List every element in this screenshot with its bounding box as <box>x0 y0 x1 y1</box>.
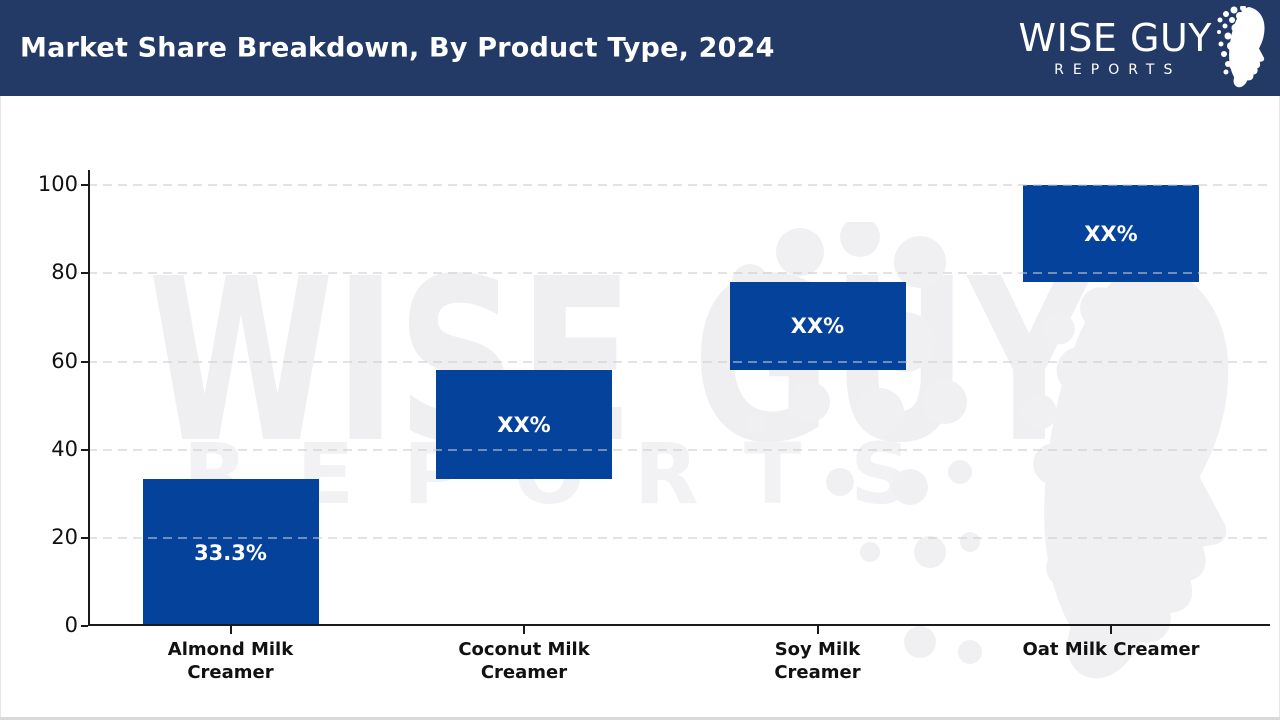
x-axis-line <box>88 624 1270 626</box>
logo-text: WISE GUY REPORTS <box>1019 19 1212 78</box>
gridline-100 <box>88 184 1270 187</box>
y-tick-100 <box>81 184 88 187</box>
y-axis-line <box>88 170 90 626</box>
logo-wordmark: WISE GUY <box>1018 15 1212 60</box>
y-tick-label-60: 60 <box>51 348 78 373</box>
bar-soy-milk-creamer: XX% <box>729 282 906 371</box>
y-tick-label-0: 0 <box>64 613 78 637</box>
header: Market Share Breakdown, By Product Type,… <box>0 0 1280 96</box>
x-tick-almond-milk-creamer <box>229 626 232 634</box>
x-label-almond-milk-creamer: Almond Milk Creamer <box>167 639 294 684</box>
page-title: Market Share Breakdown, By Product Type,… <box>20 32 775 64</box>
y-tick-0 <box>81 625 88 627</box>
y-tick-label-40: 40 <box>51 436 78 461</box>
bar-almond-milk-creamer: 33.3% <box>142 479 319 626</box>
logo-subtitle: REPORTS <box>1054 61 1182 78</box>
bar-value-label: XX% <box>497 412 551 437</box>
x-tick-coconut-milk-creamer <box>523 626 525 634</box>
y-tick-40 <box>81 448 88 451</box>
x-label-oat-milk-creamer: Oat Milk Creamer <box>1022 639 1200 660</box>
face-dots-icon <box>1217 6 1265 88</box>
wiseguy-logo: WISE GUY REPORTS <box>1019 6 1268 90</box>
bar-coconut-milk-creamer: XX% <box>436 370 612 480</box>
gridline-20 <box>88 536 1270 539</box>
x-tick-soy-milk-creamer <box>816 626 819 634</box>
gridline-40 <box>88 448 1270 451</box>
y-tick-label-80: 80 <box>51 260 78 285</box>
gridline-60 <box>88 360 1270 363</box>
x-label-soy-milk-creamer: Soy Milk Creamer <box>774 639 861 684</box>
gridline-80 <box>88 272 1270 275</box>
x-tick-oat-milk-creamer <box>1110 626 1112 634</box>
y-tick-20 <box>81 536 88 539</box>
y-tick-label-100: 100 <box>37 172 78 197</box>
y-tick-label-20: 20 <box>51 524 78 549</box>
y-tick-80 <box>81 272 88 275</box>
bar-value-label: XX% <box>1084 221 1138 246</box>
bar-oat-milk-creamer: XX% <box>1023 185 1199 283</box>
y-tick-60 <box>81 360 88 363</box>
x-label-coconut-milk-creamer: Coconut Milk Creamer <box>458 639 590 684</box>
bar-value-label: XX% <box>790 314 845 339</box>
bar-value-label: 33.3% <box>194 540 267 565</box>
